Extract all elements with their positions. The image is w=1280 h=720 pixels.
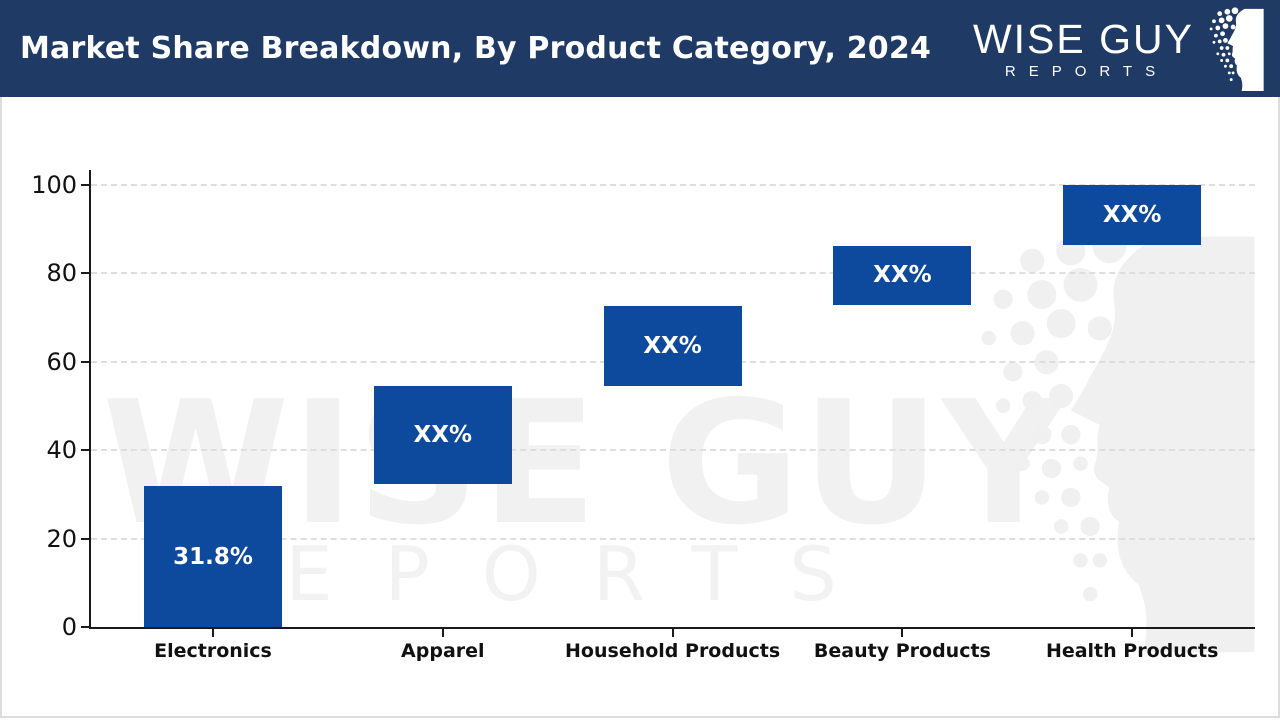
bar-value-label: XX%	[1102, 202, 1162, 229]
x-tick-mark	[1131, 629, 1134, 637]
bar-segment: XX%	[833, 245, 972, 305]
category-label: Apparel	[401, 640, 485, 662]
y-tick-mark	[81, 360, 91, 363]
bar-segment: 31.8%	[144, 486, 282, 627]
category-label: Health Products	[1045, 640, 1219, 662]
y-tick-label: 100	[31, 171, 77, 199]
bar-value-label: 31.8%	[173, 543, 253, 570]
y-tick-label: 40	[46, 436, 77, 465]
category-label: Household Products	[565, 640, 781, 662]
bar-value-label: XX%	[413, 422, 473, 449]
y-tick-label: 60	[46, 347, 77, 376]
logo-wordmark: WISE GUY REPORTS	[972, 15, 1194, 81]
header-bar: Market Share Breakdown, By Product Categ…	[0, 0, 1280, 97]
bar-segment: XX%	[603, 306, 742, 387]
x-tick-mark	[901, 629, 904, 637]
x-tick-mark	[212, 629, 214, 637]
y-tick-mark	[81, 272, 91, 275]
y-gridline	[91, 537, 1255, 540]
y-gridline	[91, 272, 1255, 275]
y-tick-label: 20	[46, 524, 77, 553]
y-tick-label: 0	[61, 613, 77, 641]
bar-value-label: XX%	[643, 333, 702, 360]
bar-value-label: XX%	[873, 262, 932, 289]
y-axis-line	[89, 170, 91, 629]
plot-region: 0 20 40 60 80 100 31.8% Electronics XX% Apparel XX…	[2, 97, 1278, 716]
y-tick-mark	[81, 449, 91, 452]
logo-line2: REPORTS	[1004, 63, 1169, 81]
chart-area: WISE GUY REPORTS 0 20 40 60 80 100 31.8% Electr…	[0, 97, 1280, 718]
watermark-reports: REPORTS	[181, 530, 889, 618]
y-tick-label: 80	[46, 259, 77, 288]
x-tick-mark	[441, 629, 444, 637]
wise-guy-reports-logo: WISE GUY REPORTS	[973, 4, 1272, 94]
bar-segment: XX%	[1063, 185, 1202, 246]
y-gridline	[91, 184, 1255, 186]
category-label: Beauty Products	[813, 640, 991, 662]
y-tick-mark	[81, 537, 91, 540]
y-gridline	[91, 449, 1255, 452]
page-title: Market Share Breakdown, By Product Categ…	[20, 31, 932, 66]
x-tick-mark	[671, 629, 674, 637]
logo-line1: WISE GUY	[972, 15, 1194, 62]
category-label: Electronics	[154, 640, 272, 662]
y-tick-mark	[81, 626, 91, 628]
bar-segment: XX%	[373, 386, 512, 485]
x-axis-line	[89, 627, 1255, 629]
y-tick-mark	[81, 184, 91, 186]
dotted-head-icon	[1209, 7, 1264, 92]
